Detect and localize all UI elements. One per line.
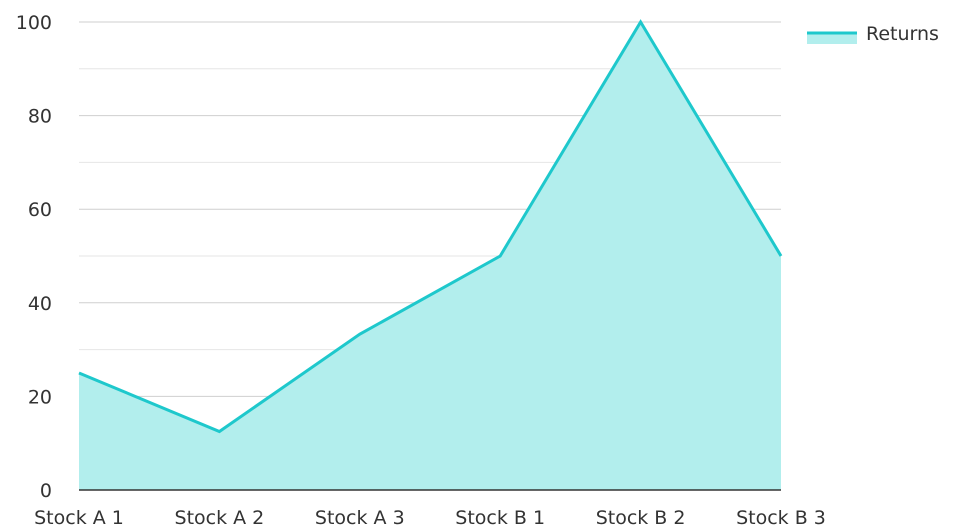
x-tick-label: Stock A 2 <box>175 507 265 528</box>
area-series <box>78 19 783 490</box>
x-tick-label: Stock A 3 <box>315 507 405 528</box>
series-line-returns <box>78 19 783 434</box>
y-tick-label: 100 <box>16 12 52 34</box>
y-tick-label: 20 <box>28 386 52 408</box>
x-axis-ticks: Stock A 1 Stock A 2 Stock A 3 Stock B 1 Stoc… <box>34 507 826 528</box>
legend: Returns <box>807 23 939 45</box>
x-tick-label: Stock A 1 <box>34 507 124 528</box>
gridlines <box>79 21 781 444</box>
y-axis-ticks: 0 20 40 60 80 100 <box>16 12 52 502</box>
y-tick-label: 40 <box>28 293 52 315</box>
x-tick-label: Stock B 2 <box>596 507 686 528</box>
legend-label: Returns <box>866 23 939 45</box>
y-tick-label: 0 <box>40 480 52 502</box>
x-tick-label: Stock B 3 <box>736 507 826 528</box>
x-tick-label: Stock B 1 <box>455 507 545 528</box>
area-fill-returns <box>79 22 781 490</box>
y-tick-label: 80 <box>28 106 52 128</box>
legend-swatch <box>807 33 857 44</box>
y-tick-label: 60 <box>28 199 52 221</box>
